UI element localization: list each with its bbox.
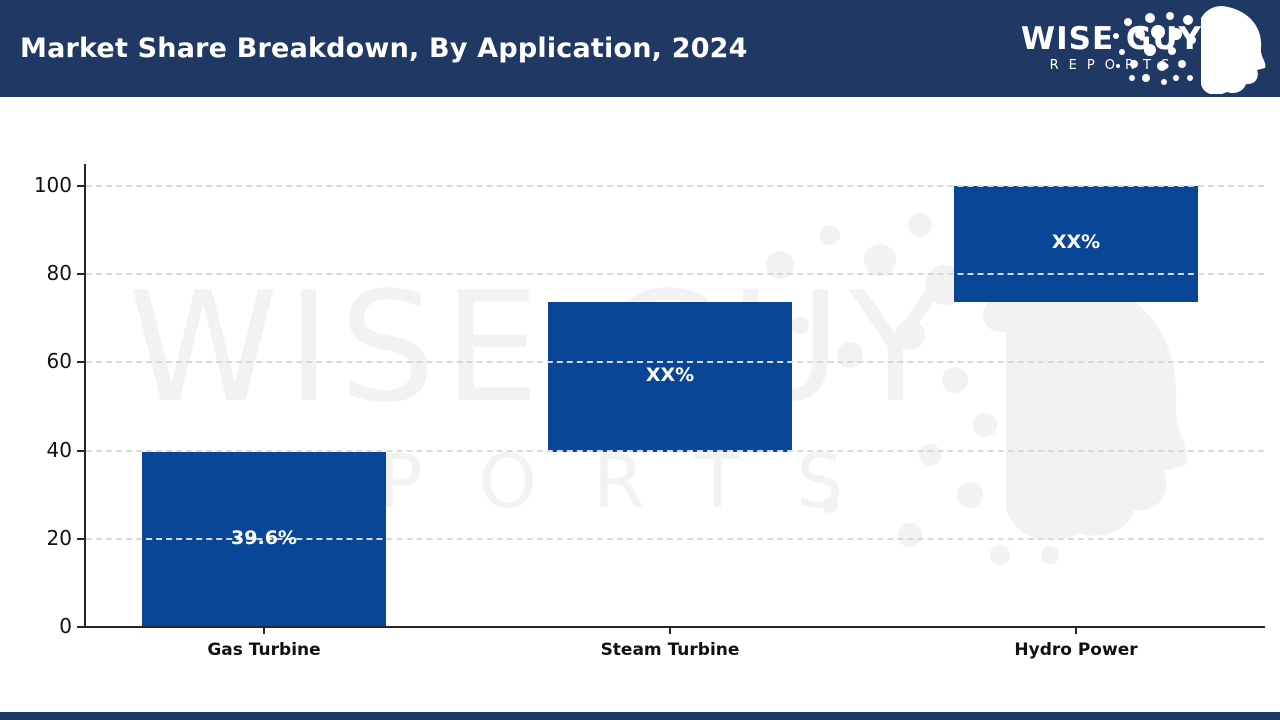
gridline bbox=[86, 449, 1264, 452]
header-bar: Market Share Breakdown, By Application, … bbox=[0, 0, 1280, 97]
x-category-label: Gas Turbine bbox=[207, 640, 321, 660]
y-tick-label: 0 bbox=[59, 614, 72, 638]
y-tick-label: 60 bbox=[46, 349, 72, 374]
page-title: Market Share Breakdown, By Application, … bbox=[20, 33, 748, 64]
y-tick-label: 80 bbox=[46, 261, 72, 286]
y-tick-label: 20 bbox=[46, 525, 72, 550]
gridline bbox=[86, 273, 1264, 276]
chart-plot-area: 0 20 40 60 80 100 39.6% Gas Turbine XX% Steam Tur… bbox=[0, 97, 1280, 712]
watermark-wordmark: WISE GUY bbox=[128, 259, 950, 436]
x-tick-mark bbox=[263, 628, 265, 634]
y-axis-line bbox=[84, 164, 86, 628]
logo-text: WISE GUY REPORTS bbox=[1021, 22, 1202, 73]
wiseguy-logo: WISE GUY REPORTS bbox=[1010, 0, 1270, 97]
bar-value-label: 39.6% bbox=[231, 526, 297, 549]
x-category-label: Hydro Power bbox=[1014, 640, 1138, 660]
gridline bbox=[86, 185, 1264, 187]
x-axis-line bbox=[84, 626, 1265, 628]
y-tick-mark bbox=[77, 626, 84, 628]
y-tick-mark bbox=[77, 273, 84, 276]
x-tick-mark bbox=[669, 628, 671, 634]
gridline bbox=[86, 361, 1264, 364]
y-tick-label: 100 bbox=[33, 173, 72, 197]
y-tick-mark bbox=[77, 449, 84, 452]
bar-hydro-power bbox=[954, 186, 1198, 303]
y-tick-mark bbox=[77, 537, 84, 540]
bar-value-label: XX% bbox=[1051, 231, 1101, 254]
y-tick-mark bbox=[77, 185, 84, 187]
logo-subtext: REPORTS bbox=[1049, 58, 1180, 73]
bar-value-label: XX% bbox=[645, 364, 695, 387]
logo-face-icon bbox=[1113, 6, 1266, 94]
gridline bbox=[86, 537, 1264, 540]
bar-steam-turbine bbox=[548, 302, 792, 453]
x-tick-mark bbox=[1075, 628, 1077, 634]
footer-bar bbox=[0, 712, 1280, 720]
y-tick-label: 40 bbox=[46, 437, 72, 462]
x-category-label: Steam Turbine bbox=[600, 640, 740, 660]
y-tick-mark bbox=[77, 361, 84, 364]
